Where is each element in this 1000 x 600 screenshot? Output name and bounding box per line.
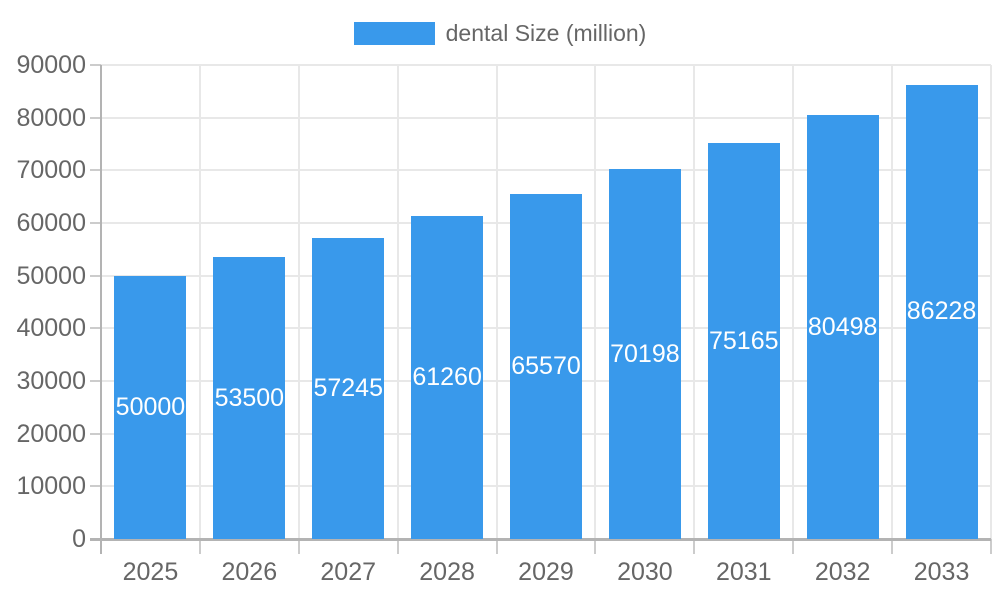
x-axis-tick <box>891 539 894 554</box>
y-axis-tick-label: 60000 <box>16 209 86 237</box>
y-axis-tick <box>90 274 101 277</box>
bar-2025[interactable]: 50000 <box>114 275 187 539</box>
gridline-horizontal <box>101 116 991 119</box>
y-axis-tick-label: 50000 <box>16 261 86 290</box>
bar-value-label: 86228 <box>906 297 977 326</box>
bar-value-label: 61260 <box>412 363 482 392</box>
x-axis-category-label: 2026 <box>221 558 278 586</box>
x-axis-category-label: 2029 <box>518 558 574 586</box>
y-axis-tick <box>90 327 101 330</box>
x-axis-tick <box>198 539 201 554</box>
y-axis-tick-label: 30000 <box>16 367 86 395</box>
x-axis-tick <box>792 539 795 554</box>
bar-value-label: 65570 <box>511 351 581 380</box>
chart-legend[interactable]: dental Size (million) <box>0 18 1000 48</box>
x-axis-tick <box>693 539 696 554</box>
bar-2026[interactable]: 53500 <box>213 257 286 539</box>
bar-2028[interactable]: 61260 <box>411 216 484 539</box>
y-axis-tick <box>90 432 101 435</box>
gridline-vertical <box>495 65 498 539</box>
bar-2030[interactable]: 70198 <box>608 169 681 539</box>
gridline-vertical <box>693 65 696 539</box>
x-axis-category-label: 2025 <box>122 558 179 586</box>
bar-2033[interactable]: 86228 <box>905 84 978 539</box>
gridline-vertical <box>594 65 597 539</box>
x-axis-category-label: 2027 <box>320 558 377 586</box>
y-axis-tick-label: 80000 <box>16 103 86 132</box>
y-axis-tick <box>90 485 101 488</box>
y-axis-line <box>100 65 102 554</box>
bar-value-label: 70198 <box>610 339 680 368</box>
bar-2032[interactable]: 80498 <box>806 115 879 539</box>
y-axis-tick-label: 40000 <box>16 314 86 343</box>
x-axis-tick <box>495 539 498 554</box>
y-axis-tick-label: 10000 <box>16 472 86 501</box>
bar-2031[interactable]: 75165 <box>707 143 780 539</box>
y-axis-tick-label: 0 <box>72 525 86 553</box>
y-axis-tick-label: 20000 <box>16 419 86 448</box>
x-axis-tick <box>990 539 992 554</box>
legend-label: dental Size (million) <box>445 20 647 46</box>
y-axis-tick <box>90 222 101 224</box>
gridline-vertical <box>990 65 992 539</box>
bar-2029[interactable]: 65570 <box>510 193 582 539</box>
bar-value-label: 53500 <box>214 383 285 412</box>
y-axis-tick-label: 70000 <box>16 156 86 185</box>
gridline-vertical <box>792 65 795 539</box>
bar-value-label: 50000 <box>115 392 186 421</box>
gridline-vertical <box>891 65 894 539</box>
gridline-vertical <box>396 65 399 539</box>
bar-value-label: 57245 <box>313 373 383 402</box>
x-axis-line <box>90 538 991 541</box>
x-axis-category-label: 2032 <box>814 558 871 586</box>
x-axis-tick <box>396 539 399 554</box>
x-axis-tick <box>297 539 300 554</box>
legend-swatch-icon <box>353 21 435 45</box>
gridline-horizontal <box>101 64 991 66</box>
y-axis-tick-label: 90000 <box>16 51 86 79</box>
x-axis-category-label: 2030 <box>617 558 673 586</box>
x-axis-category-label: 2033 <box>913 558 970 586</box>
x-axis-category-label: 2031 <box>715 558 772 586</box>
bar-2027[interactable]: 57245 <box>312 237 385 539</box>
x-axis-tick <box>594 539 597 554</box>
gridline-vertical <box>297 65 300 539</box>
y-axis-tick <box>90 380 101 382</box>
gridline-horizontal <box>101 169 991 172</box>
y-axis-tick <box>90 169 101 172</box>
gridline-vertical <box>198 65 201 539</box>
x-axis-category-label: 2028 <box>419 558 475 586</box>
y-axis-tick <box>90 64 101 66</box>
bar-value-label: 80498 <box>807 312 878 341</box>
bar-value-label: 75165 <box>709 326 779 355</box>
y-axis-tick <box>90 116 101 119</box>
